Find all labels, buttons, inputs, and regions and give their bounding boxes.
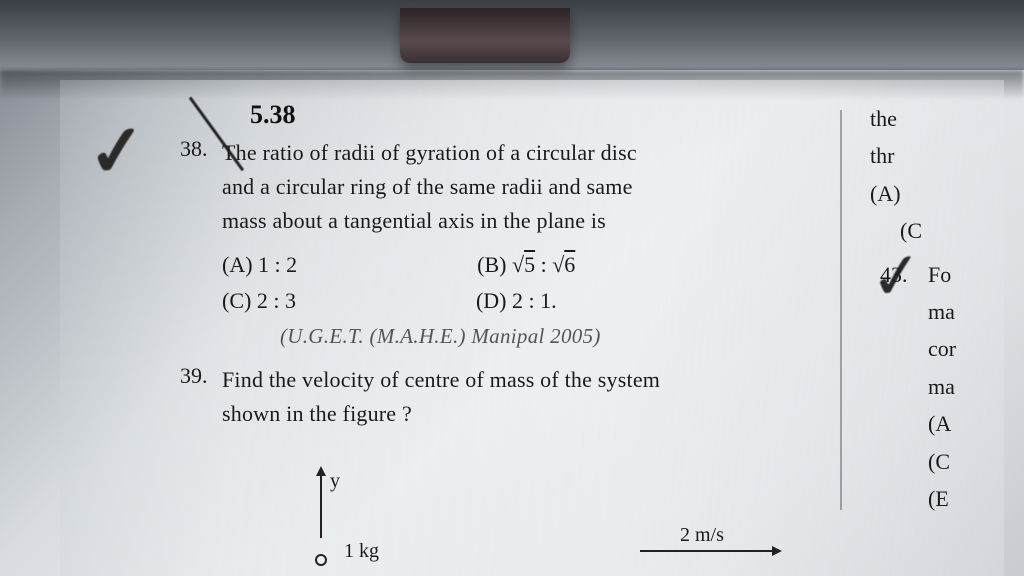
q38-option-d: (D) 2 : 1. (476, 288, 557, 314)
q38-number: 38. (180, 136, 208, 162)
section-number: 5.38 (250, 100, 800, 130)
q38-b-val-a: 5 (524, 252, 535, 277)
q38-b-label: (B) (477, 252, 506, 277)
frag-fo: Fo (928, 262, 951, 287)
q38-option-b: (B) √5 : √6 (477, 252, 575, 278)
question-39: 39. Find the velocity of centre of mass … (140, 363, 800, 431)
frag-ma1: ma (928, 293, 1020, 330)
frag-thr: thr (870, 137, 1020, 174)
velocity-label: 2 m/s (680, 524, 724, 547)
frag-the: the (870, 100, 1020, 137)
q38-option-a: (A) 1 : 2 (222, 252, 297, 278)
frag-43-num: 43. (880, 256, 908, 293)
q38-line2: and a circular ring of the same radii an… (222, 170, 800, 204)
left-column: 5.38 38. The ratio of radii of gyration … (140, 100, 800, 431)
q38-b-sqrt1: √ (512, 252, 524, 277)
q39-line2: shown in the figure ? (222, 397, 800, 431)
q38-source: (U.G.E.T. (M.A.H.E.) Manipal 2005) (280, 324, 800, 349)
mass-point-icon (315, 554, 327, 566)
y-axis-line (320, 468, 322, 538)
q38-d-value: 2 : 1. (512, 288, 557, 313)
q38-a-value: 1 : 2 (258, 252, 297, 277)
q39-line1: Find the velocity of centre of mass of t… (222, 363, 800, 397)
q38-b-mid: : √ (535, 252, 564, 277)
q38-a-label: (A) (222, 252, 253, 277)
column-divider (840, 110, 842, 510)
q38-line1: The ratio of radii of gyration of a circ… (222, 136, 800, 170)
q38-options: (A) 1 : 2 (B) √5 : √6 (C) 2 : 3 (D) 2 : … (222, 252, 800, 314)
frag-a2: (A (928, 405, 1020, 442)
y-axis-label: y (330, 470, 340, 493)
frag-cor: cor (928, 330, 1020, 367)
frag-ma2: ma (928, 368, 1020, 405)
frag-a: (A) (870, 175, 1020, 212)
velocity-arrow-icon (640, 550, 780, 552)
q38-option-c: (C) 2 : 3 (222, 288, 296, 314)
right-column-fragments: the thr (A) (C 43. Fo ma cor ma (A (C (E (870, 100, 1020, 517)
q38-c-label: (C) (222, 288, 251, 313)
q38-d-label: (D) (476, 288, 507, 313)
question-38: 38. The ratio of radii of gyration of a … (140, 136, 800, 349)
mass-label: 1 kg (344, 540, 379, 563)
q38-c-value: 2 : 3 (257, 288, 296, 313)
q38-line3: mass about a tangential axis in the plan… (222, 204, 800, 238)
q38-b-val-b: 6 (564, 252, 575, 277)
frag-e: (E (928, 480, 1020, 517)
frag-c-top: (C (900, 212, 1020, 249)
q39-number: 39. (180, 363, 208, 389)
binder-clip (400, 8, 570, 63)
frag-c2: (C (928, 443, 1020, 480)
